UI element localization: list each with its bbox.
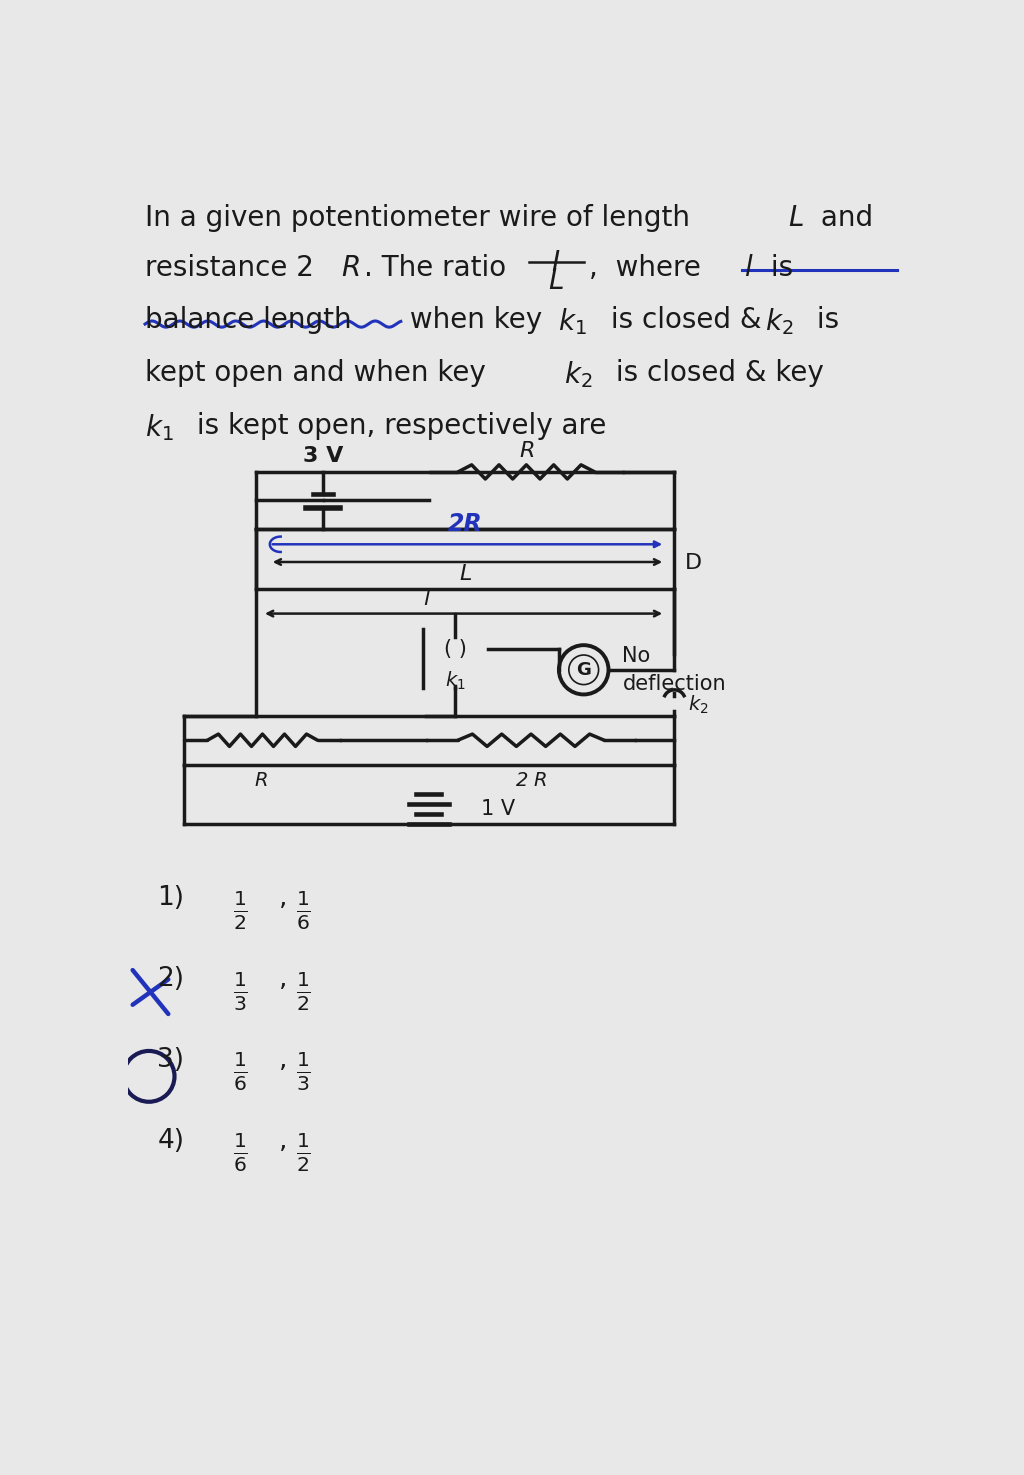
Text: $k_1$: $k_1$ bbox=[444, 670, 465, 692]
Text: 2 $R$: 2 $R$ bbox=[515, 770, 547, 789]
Text: $\frac{1}{2}$: $\frac{1}{2}$ bbox=[232, 889, 248, 932]
Text: 4): 4) bbox=[158, 1128, 184, 1153]
Text: is closed & key: is closed & key bbox=[607, 360, 823, 388]
Text: 3): 3) bbox=[158, 1047, 184, 1074]
Text: No: No bbox=[623, 646, 650, 665]
Text: is: is bbox=[809, 307, 840, 335]
Text: deflection: deflection bbox=[623, 674, 726, 693]
Text: and: and bbox=[812, 204, 872, 232]
Text: $k_1$: $k_1$ bbox=[145, 412, 174, 442]
Text: ,: , bbox=[280, 966, 288, 993]
Text: 2): 2) bbox=[158, 966, 184, 993]
Text: $\it{l}$: $\it{l}$ bbox=[744, 254, 754, 282]
Text: $R$: $R$ bbox=[254, 770, 268, 789]
Text: $\it{R}$: $\it{R}$ bbox=[341, 254, 359, 282]
Text: $\frac{1}{6}$: $\frac{1}{6}$ bbox=[232, 1052, 248, 1093]
Text: is closed &: is closed & bbox=[602, 307, 762, 335]
Text: 2R: 2R bbox=[447, 512, 482, 535]
Text: $k_2$: $k_2$ bbox=[688, 693, 709, 715]
Text: $\it{L}$: $\it{L}$ bbox=[788, 204, 804, 232]
Text: $\frac{1}{2}$: $\frac{1}{2}$ bbox=[296, 971, 311, 1013]
Text: $k_2$: $k_2$ bbox=[563, 360, 592, 391]
Text: $\frac{1}{3}$: $\frac{1}{3}$ bbox=[232, 971, 248, 1013]
Text: ( ): ( ) bbox=[443, 639, 467, 659]
Text: $\frac{1}{6}$: $\frac{1}{6}$ bbox=[232, 1131, 248, 1174]
Text: D: D bbox=[685, 553, 702, 572]
Text: ,: , bbox=[280, 1047, 288, 1074]
Text: ,  where: , where bbox=[589, 254, 701, 282]
Text: 3 V: 3 V bbox=[303, 445, 343, 466]
Text: kept open and when key: kept open and when key bbox=[145, 360, 495, 388]
Text: 1 V: 1 V bbox=[481, 799, 515, 819]
Text: resistance 2: resistance 2 bbox=[145, 254, 314, 282]
Text: $\it{L}$: $\it{L}$ bbox=[548, 267, 563, 295]
Text: when key: when key bbox=[400, 307, 551, 335]
Text: is: is bbox=[762, 254, 793, 282]
Text: $\it{I}$: $\it{I}$ bbox=[551, 249, 560, 277]
Text: balance length: balance length bbox=[145, 307, 351, 335]
Text: 1): 1) bbox=[158, 885, 184, 912]
Text: ,: , bbox=[280, 885, 288, 912]
Text: $\it{l}$: $\it{l}$ bbox=[423, 589, 431, 609]
Text: $\frac{1}{3}$: $\frac{1}{3}$ bbox=[296, 1052, 311, 1093]
Text: $\frac{1}{6}$: $\frac{1}{6}$ bbox=[296, 889, 311, 932]
Text: is kept open, respectively are: is kept open, respectively are bbox=[188, 412, 607, 440]
Text: $\frac{1}{2}$: $\frac{1}{2}$ bbox=[296, 1131, 311, 1174]
Text: G: G bbox=[577, 661, 591, 679]
Text: In a given potentiometer wire of length: In a given potentiometer wire of length bbox=[145, 204, 690, 232]
Text: . The ratio: . The ratio bbox=[365, 254, 507, 282]
Text: $k_2$: $k_2$ bbox=[765, 307, 794, 338]
Text: $k_1$: $k_1$ bbox=[558, 307, 587, 338]
Text: $R$: $R$ bbox=[519, 441, 535, 462]
Text: $L$: $L$ bbox=[459, 563, 472, 584]
Text: ,: , bbox=[280, 1128, 288, 1153]
